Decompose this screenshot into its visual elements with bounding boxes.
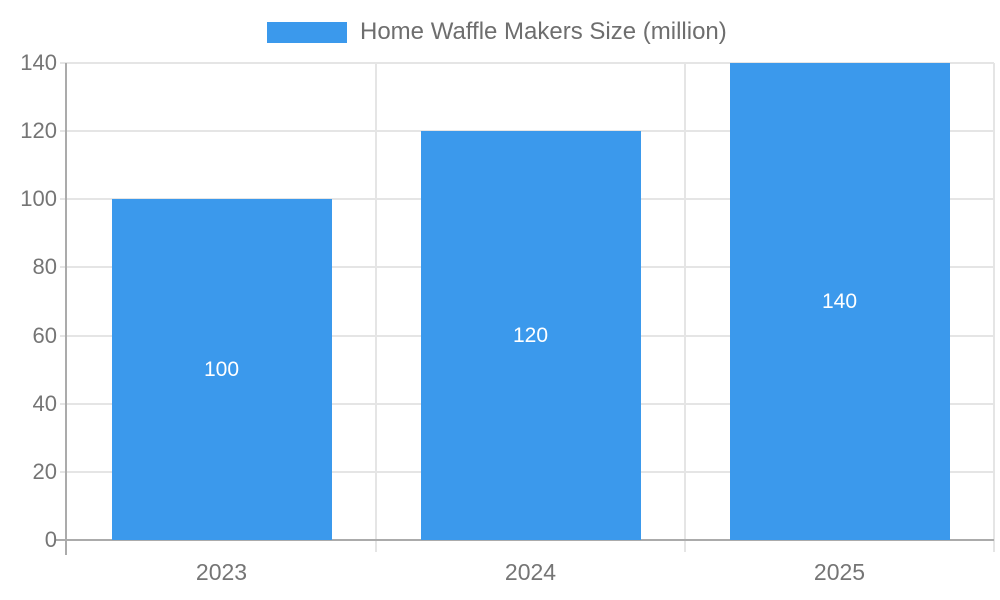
y-axis-tick-label: 40 bbox=[32, 390, 57, 416]
bar-value-label: 140 bbox=[821, 289, 858, 313]
bar-2024 bbox=[420, 131, 641, 540]
y-axis-tick-label: 80 bbox=[32, 254, 57, 280]
y-gridline bbox=[60, 62, 994, 64]
y-axis-tick-label: 20 bbox=[32, 458, 57, 484]
bar-2025 bbox=[729, 63, 950, 540]
category-separator bbox=[375, 63, 377, 552]
x-axis-line bbox=[55, 539, 994, 541]
x-axis-label: 2025 bbox=[813, 559, 866, 585]
chart-legend: Home Waffle Makers Size (million) bbox=[267, 17, 727, 47]
category-separator bbox=[684, 63, 686, 552]
y-axis-tick-label: 60 bbox=[32, 322, 57, 348]
y-axis-tick-label: 0 bbox=[44, 527, 57, 552]
y-axis-line bbox=[65, 63, 67, 555]
legend-swatch bbox=[267, 21, 347, 43]
legend-label: Home Waffle Makers Size (million) bbox=[360, 18, 727, 45]
y-axis-tick-label: 100 bbox=[20, 186, 57, 212]
bar-value-label: 100 bbox=[203, 357, 240, 381]
y-axis-tick-label: 120 bbox=[20, 118, 57, 144]
category-separator bbox=[993, 63, 995, 552]
bar-2023 bbox=[111, 199, 332, 540]
x-axis-label: 2023 bbox=[195, 559, 248, 585]
y-axis-tick-label: 140 bbox=[20, 50, 57, 75]
x-axis-label: 2024 bbox=[504, 559, 557, 585]
bar-value-label: 120 bbox=[512, 323, 549, 347]
